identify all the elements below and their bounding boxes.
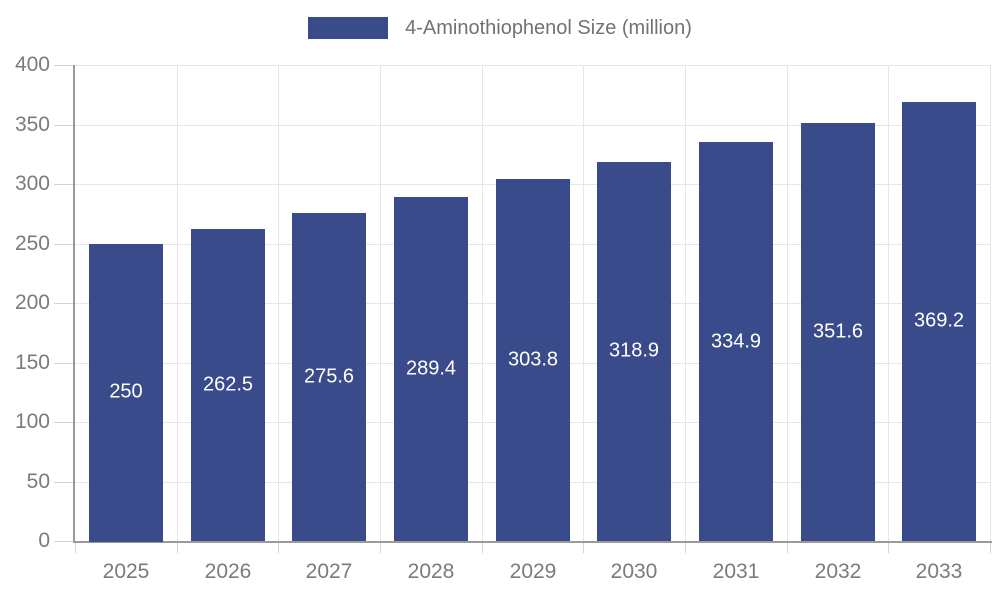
x-axis-tick bbox=[380, 543, 381, 553]
x-axis-tick bbox=[278, 543, 279, 553]
x-axis-label: 2031 bbox=[712, 560, 760, 583]
x-axis-tick bbox=[990, 543, 991, 553]
x-axis-tick bbox=[482, 543, 483, 553]
x-axis-tick bbox=[75, 543, 76, 553]
x-axis-tick bbox=[685, 543, 686, 553]
bar bbox=[699, 142, 773, 541]
legend-item[interactable]: 4-Aminothiophenol Size (million) bbox=[0, 15, 1000, 41]
bar bbox=[902, 102, 976, 541]
bar-value-label: 275.6 bbox=[303, 365, 355, 388]
y-axis-tick bbox=[54, 482, 74, 483]
bar bbox=[89, 244, 163, 542]
y-axis-tick bbox=[54, 541, 74, 542]
x-axis-tick bbox=[888, 543, 889, 553]
bar-value-label: 303.8 bbox=[507, 348, 559, 371]
y-axis-label: 100 bbox=[14, 410, 50, 433]
x-axis-tick bbox=[787, 543, 788, 553]
x-axis-label: 2033 bbox=[915, 560, 963, 583]
y-gridline bbox=[75, 65, 990, 66]
x-gridline bbox=[888, 65, 889, 541]
x-axis-tick bbox=[583, 543, 584, 553]
bar bbox=[801, 123, 875, 541]
bar-value-label: 318.9 bbox=[608, 339, 660, 362]
y-axis-label: 200 bbox=[14, 291, 50, 314]
y-axis-line bbox=[73, 65, 75, 543]
x-gridline bbox=[380, 65, 381, 541]
x-axis-label: 2029 bbox=[509, 560, 557, 583]
bar bbox=[597, 162, 671, 541]
y-axis-tick bbox=[54, 65, 74, 66]
bar-value-label: 250 bbox=[109, 380, 143, 403]
y-gridline bbox=[75, 125, 990, 126]
y-axis-label: 400 bbox=[14, 53, 50, 76]
x-gridline bbox=[177, 65, 178, 541]
x-axis-label: 2030 bbox=[610, 560, 658, 583]
y-axis-tick bbox=[54, 184, 74, 185]
y-axis-label: 350 bbox=[14, 113, 50, 136]
bar-value-label: 262.5 bbox=[202, 373, 254, 396]
x-axis-label: 2032 bbox=[814, 560, 862, 583]
y-axis-label: 250 bbox=[14, 232, 50, 255]
x-axis-tick bbox=[177, 543, 178, 553]
y-axis-label: 50 bbox=[26, 470, 50, 493]
bar bbox=[394, 197, 468, 541]
bar bbox=[191, 229, 265, 541]
y-axis-label: 300 bbox=[14, 172, 50, 195]
x-gridline bbox=[482, 65, 483, 541]
x-gridline bbox=[685, 65, 686, 541]
y-axis-tick bbox=[54, 422, 74, 423]
x-axis-label: 2027 bbox=[305, 560, 353, 583]
y-axis-tick bbox=[54, 363, 74, 364]
bar-value-label: 334.9 bbox=[710, 330, 762, 353]
x-gridline bbox=[787, 65, 788, 541]
x-axis-line bbox=[73, 541, 992, 543]
y-axis-label: 150 bbox=[14, 351, 50, 374]
legend-swatch bbox=[308, 17, 389, 39]
y-axis-tick bbox=[54, 125, 74, 126]
bar-value-label: 351.6 bbox=[812, 320, 864, 343]
x-gridline bbox=[583, 65, 584, 541]
bar-value-label: 289.4 bbox=[405, 357, 457, 380]
y-axis-tick bbox=[54, 303, 74, 304]
bar bbox=[292, 213, 366, 541]
x-gridline bbox=[278, 65, 279, 541]
legend-label: 4-Aminothiophenol Size (million) bbox=[405, 17, 692, 39]
y-axis-tick bbox=[54, 244, 74, 245]
x-axis-label: 2028 bbox=[407, 560, 455, 583]
x-axis-label: 2025 bbox=[102, 560, 150, 583]
x-gridline bbox=[990, 65, 991, 541]
y-axis-label: 0 bbox=[38, 529, 50, 552]
bar bbox=[496, 179, 570, 541]
x-axis-label: 2026 bbox=[204, 560, 252, 583]
bar-value-label: 369.2 bbox=[913, 309, 965, 332]
